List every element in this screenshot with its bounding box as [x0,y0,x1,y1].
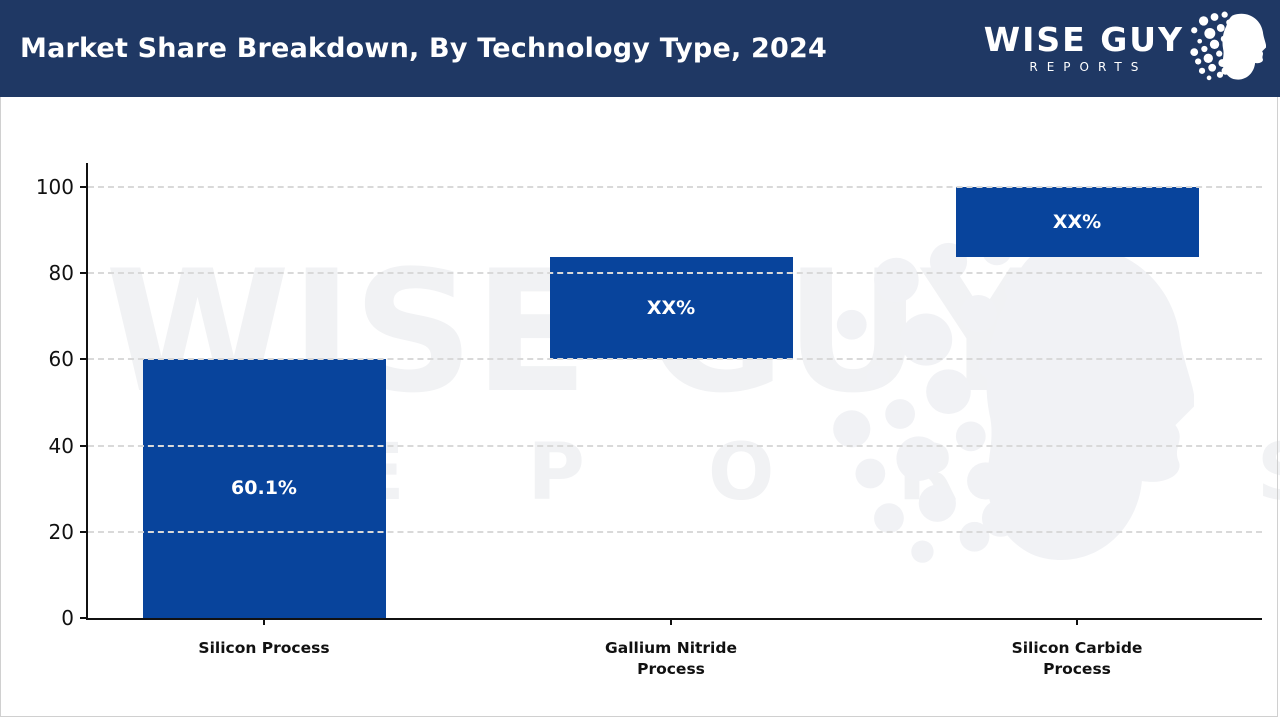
gridline [88,186,1262,188]
category-label-line: Gallium Nitride [605,639,737,657]
brand-subtitle: REPORTS [1029,60,1148,74]
bar-value-label: XX% [1052,210,1102,233]
x-axis-tick [263,618,265,625]
gridline [88,272,1262,275]
header-bar: Market Share Breakdown, By Technology Ty… [0,0,1280,97]
gridline [88,530,1262,533]
category-label: Silicon Carbide Process [937,638,1217,680]
y-axis-tick-label: 80 [48,261,74,286]
y-axis-tick [80,617,88,619]
bar-value-label: XX% [646,296,696,319]
page-title: Market Share Breakdown, By Technology Ty… [20,33,827,64]
category-label-line: Process [1043,660,1111,678]
bar-segment [142,358,386,618]
y-axis-tick [80,358,88,361]
y-axis-tick [80,530,88,533]
y-axis-tick [80,272,88,275]
bar-segment [955,187,1199,257]
y-axis-tick-label: 100 [35,175,74,199]
brand-face-icon [1188,10,1266,88]
category-label-line: Silicon Process [198,639,330,657]
gridline [88,358,1262,361]
gridline [88,444,1262,447]
category-label: Gallium Nitride Process [531,638,811,680]
y-axis-tick-label: 60 [48,347,74,372]
category-label: Silicon Process [124,638,404,659]
brand-logo-text: WISE GUY REPORTS [983,20,1184,75]
y-axis-tick [80,444,88,447]
watermark-face-icon [822,228,1194,600]
y-axis-tick-label: 20 [48,519,74,544]
y-axis-tick-label: 40 [48,433,74,458]
x-axis-tick [670,618,672,625]
y-axis-line [86,163,88,620]
category-label-line: Process [637,660,705,678]
x-axis-line [86,618,1262,620]
y-axis-tick [80,186,88,188]
x-axis-tick [1076,618,1078,625]
category-label-line: Silicon Carbide [1011,639,1143,657]
brand-logo: WISE GUY REPORTS [984,10,1266,88]
brand-name: WISE GUY [983,20,1184,59]
y-axis-tick-label: 0 [61,606,74,630]
bar-value-label: 60.1% [231,477,297,500]
